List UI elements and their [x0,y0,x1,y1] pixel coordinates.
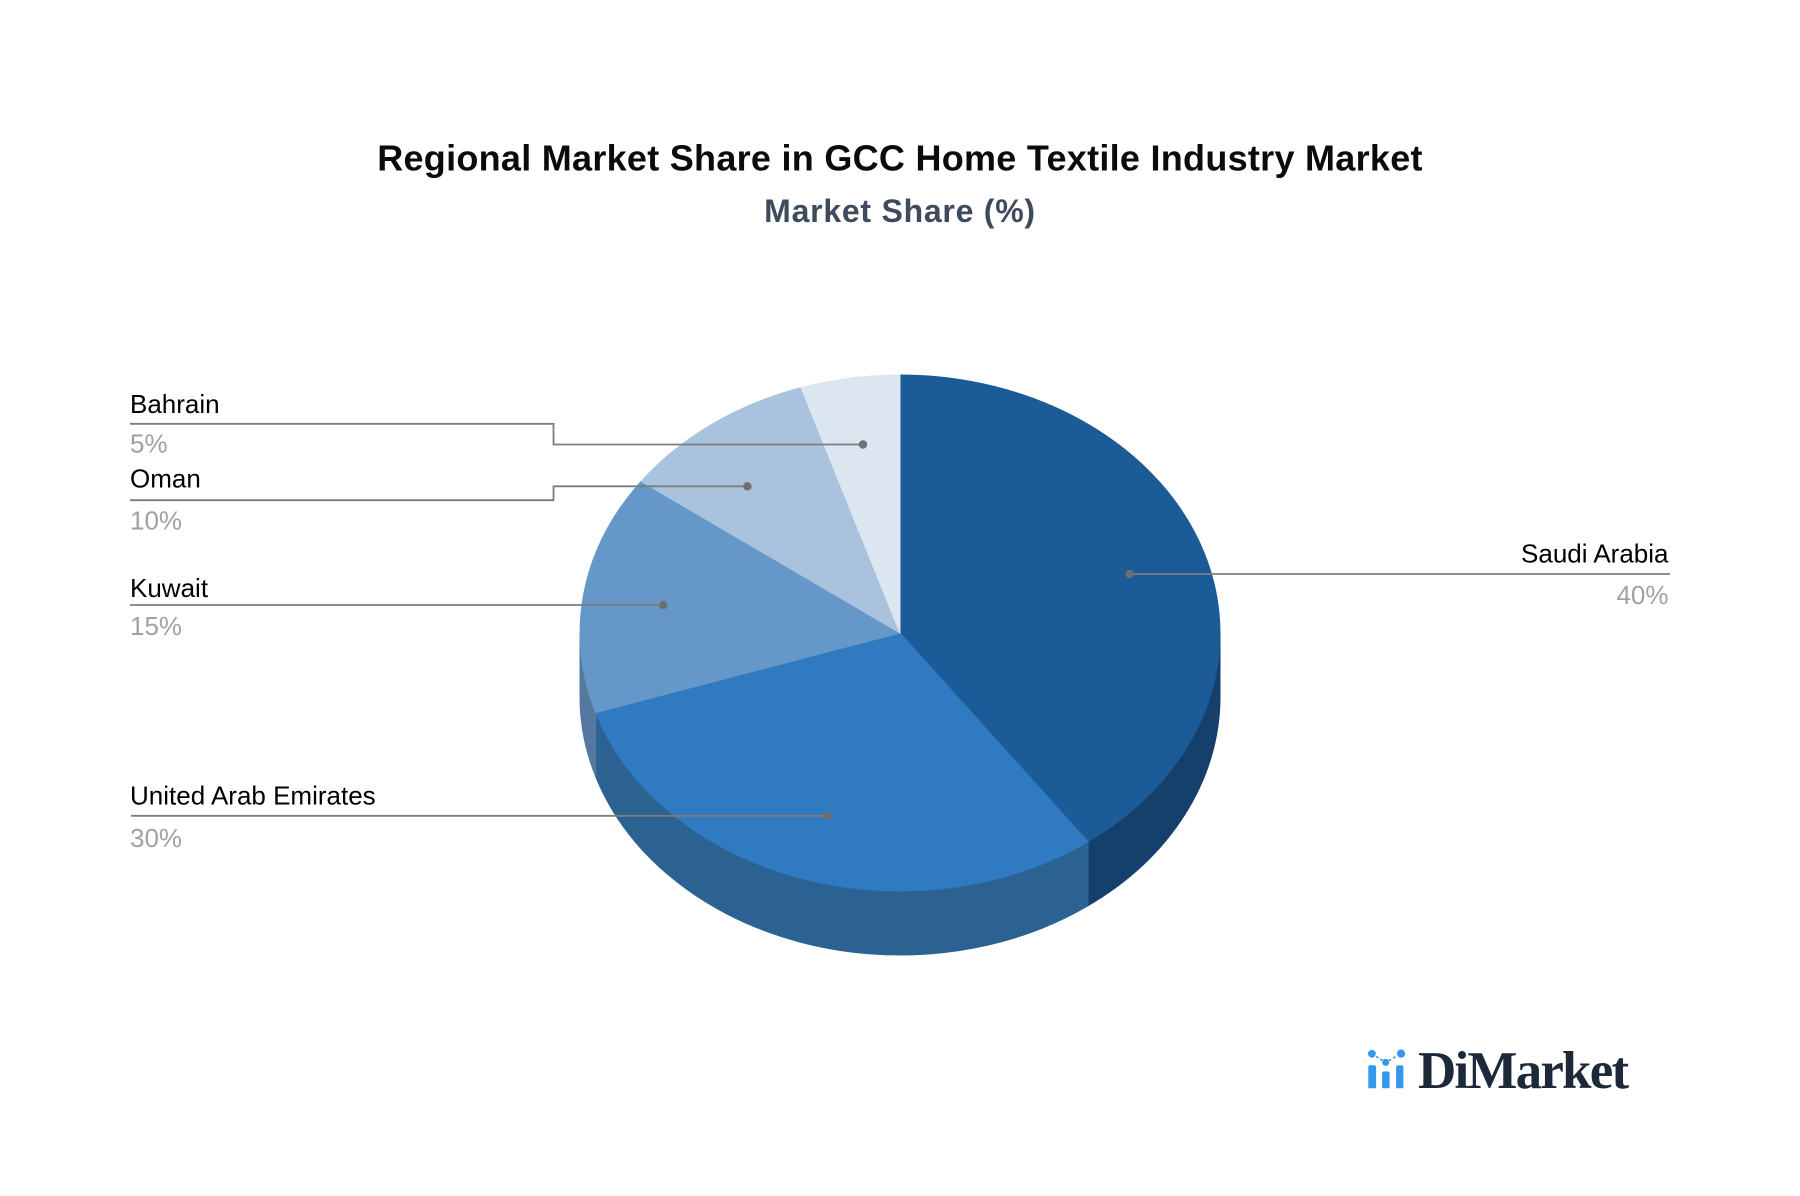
svg-text:30%: 30% [130,823,182,853]
svg-text:Market Share (%): Market Share (%) [764,193,1036,229]
svg-text:Saudi Arabia: Saudi Arabia [1521,539,1669,569]
svg-text:United Arab Emirates: United Arab Emirates [130,780,376,810]
svg-text:15%: 15% [130,611,182,641]
svg-text:Regional Market Share in GCC H: Regional Market Share in GCC Home Textil… [377,138,1423,179]
svg-text:5%: 5% [130,429,168,459]
svg-text:Oman: Oman [130,464,201,494]
svg-text:Kuwait: Kuwait [130,573,209,603]
svg-text:40%: 40% [1616,580,1668,610]
svg-text:Bahrain: Bahrain [130,389,220,419]
svg-text:10%: 10% [130,505,182,535]
svg-text:DiMarket: DiMarket [1418,1042,1629,1100]
